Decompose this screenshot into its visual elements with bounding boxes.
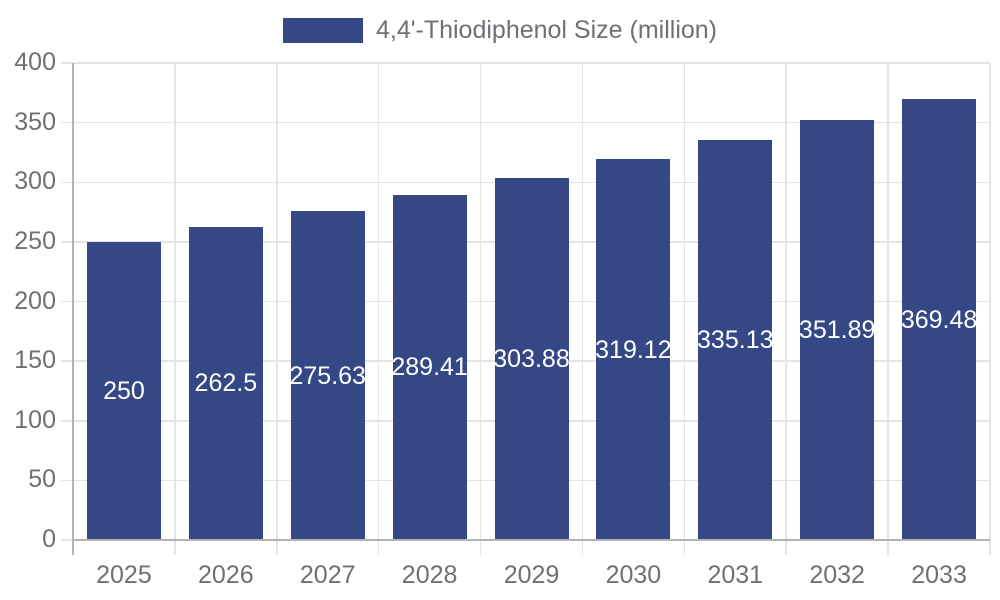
x-axis-tick-label: 2030 (605, 561, 662, 589)
y-axis-tick-label: 250 (14, 226, 56, 255)
x-axis-tick-label: 2028 (401, 561, 458, 589)
x-axis-tick-label: 2032 (809, 561, 865, 589)
bar (596, 159, 671, 540)
legend-label: 4,4'-Thiodiphenol Size (million) (375, 15, 718, 44)
y-axis-tick (61, 241, 73, 243)
bar (86, 241, 161, 540)
bar-value-label: 262.5 (194, 369, 258, 398)
gridline-vertical (887, 63, 889, 555)
bar (188, 226, 263, 540)
gridline-vertical (276, 63, 278, 555)
bar-value-label: 250 (103, 376, 145, 405)
y-axis-tick-label: 350 (14, 107, 56, 136)
x-axis-tick-label: 2027 (299, 561, 356, 589)
gridline-vertical (377, 63, 380, 555)
y-axis-tick-label: 400 (14, 48, 56, 76)
bar-value-label: 303.88 (493, 344, 570, 373)
bar-value-label: 289.41 (391, 353, 468, 382)
y-axis-tick (61, 360, 73, 362)
legend[interactable]: 4,4'-Thiodiphenol Size (million) (0, 13, 1000, 47)
gridline-vertical (683, 63, 686, 555)
x-axis-tick-label: 2033 (911, 561, 967, 589)
y-axis-tick-label: 100 (14, 405, 56, 434)
x-axis-tick-label: 2029 (503, 561, 560, 589)
x-axis-line (73, 539, 990, 541)
bar (902, 99, 977, 540)
y-axis-tick (61, 300, 73, 303)
gridline-vertical (174, 63, 176, 555)
bar-value-label: 319.12 (595, 335, 672, 364)
gridline-horizontal (73, 121, 990, 124)
y-axis-tick (61, 62, 73, 64)
x-axis-tick-label: 2026 (198, 561, 254, 589)
x-axis-tick-label: 2031 (707, 561, 764, 589)
bar (290, 211, 365, 540)
gridline-vertical (989, 63, 991, 555)
y-axis-tick-label: 0 (42, 525, 56, 553)
bar-value-label: 369.48 (900, 305, 978, 334)
y-axis-tick-label: 300 (14, 167, 56, 196)
y-axis-tick (61, 420, 73, 422)
bar-value-label: 351.89 (798, 316, 876, 345)
bar (800, 120, 875, 540)
y-axis-line (72, 63, 74, 555)
y-axis-tick-label: 50 (28, 465, 56, 494)
bar (698, 140, 773, 540)
y-axis-tick (61, 479, 73, 482)
gridline-vertical (785, 63, 787, 555)
y-axis-tick-label: 150 (14, 346, 56, 375)
x-axis-tick-label: 2025 (96, 561, 152, 589)
y-axis-tick (61, 181, 73, 183)
y-axis-tick (61, 121, 73, 124)
gridline-horizontal (73, 62, 990, 64)
legend-swatch-icon (282, 17, 363, 43)
bar (392, 194, 467, 540)
bar-value-label: 275.63 (289, 361, 366, 390)
bar-value-label: 335.13 (697, 326, 774, 355)
y-axis-tick-label: 200 (14, 286, 56, 315)
gridline-vertical (581, 63, 584, 555)
gridline-vertical (479, 63, 482, 555)
bar (494, 177, 569, 540)
y-axis-tick (61, 539, 73, 541)
